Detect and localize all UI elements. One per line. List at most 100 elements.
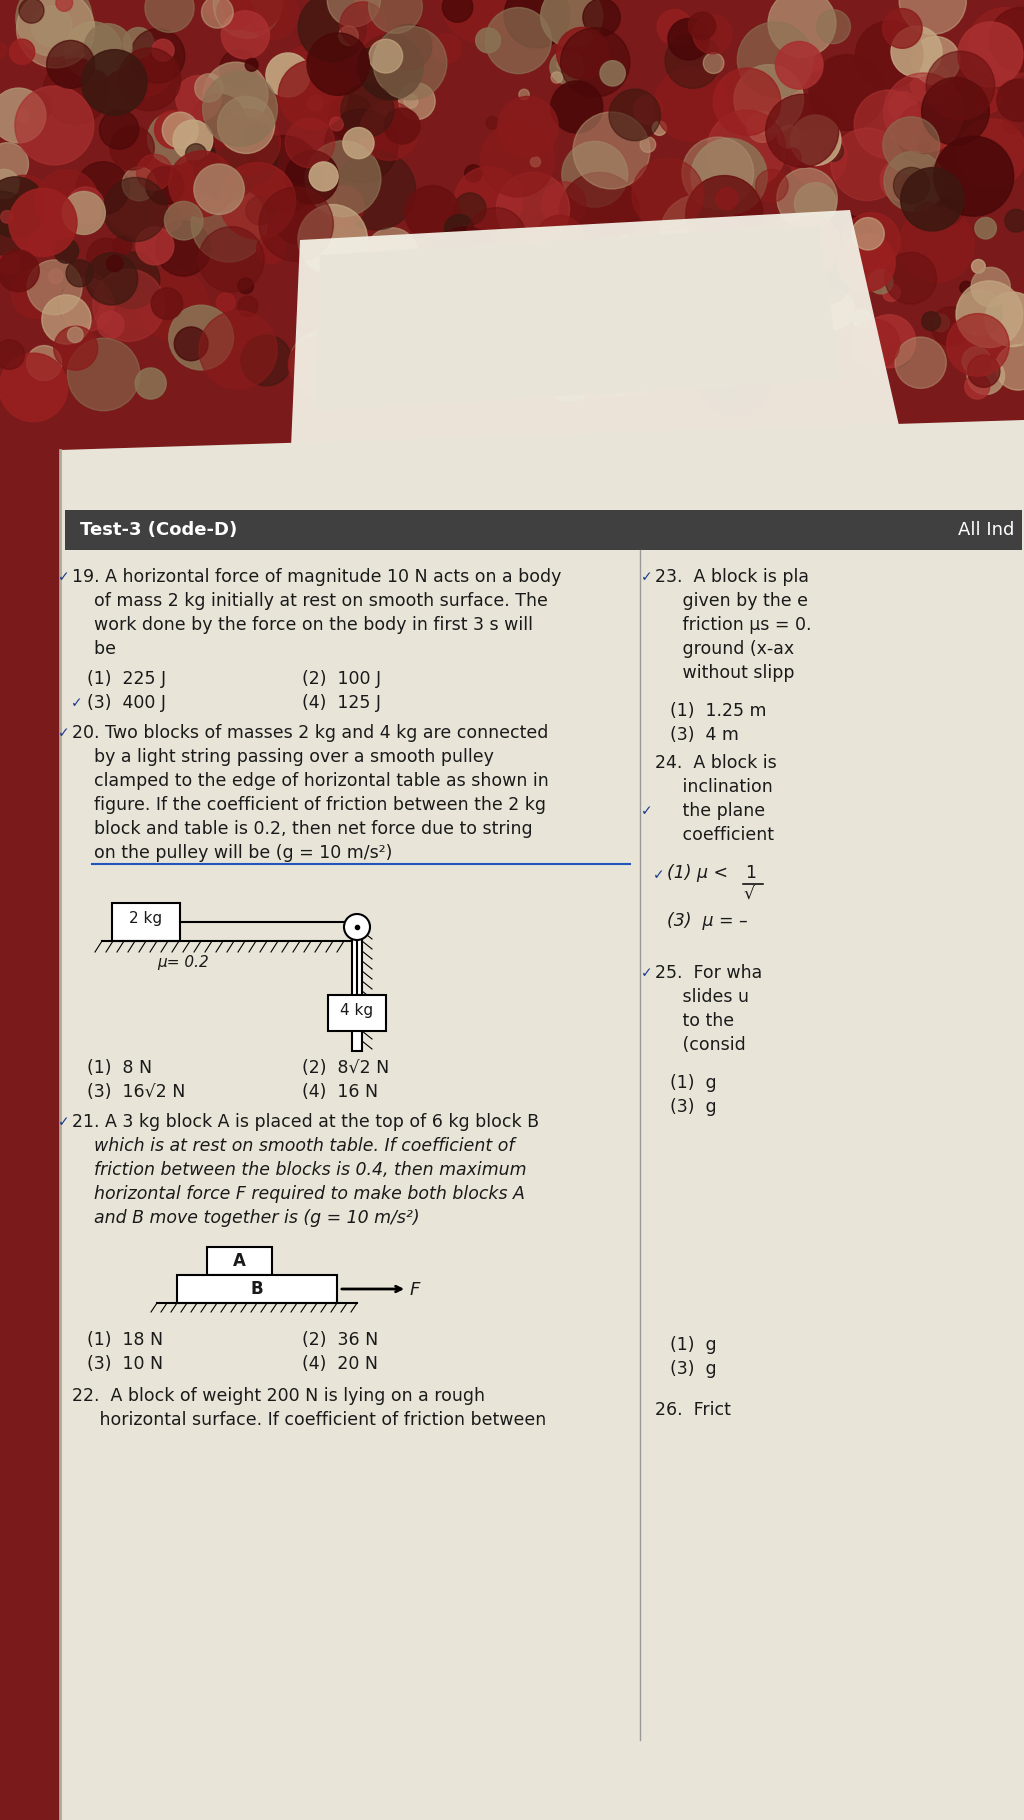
Circle shape [357,35,423,100]
Circle shape [366,228,418,280]
Circle shape [498,96,558,157]
Circle shape [217,0,253,29]
Circle shape [195,75,223,102]
Circle shape [42,295,91,344]
Circle shape [246,58,258,71]
Circle shape [969,7,1024,80]
Circle shape [807,295,831,318]
Circle shape [11,269,60,318]
Circle shape [652,122,667,135]
Circle shape [147,113,200,164]
Text: (2)  100 J: (2) 100 J [302,670,381,688]
Circle shape [85,253,138,306]
Circle shape [362,4,375,15]
Text: Test-3 (Code-D): Test-3 (Code-D) [80,521,238,539]
Circle shape [657,9,692,44]
Circle shape [995,18,1011,35]
Circle shape [734,66,804,135]
Circle shape [373,25,446,100]
Text: 20. Two blocks of masses 2 kg and 4 kg are connected: 20. Two blocks of masses 2 kg and 4 kg a… [72,724,549,743]
Circle shape [106,255,123,271]
Circle shape [765,340,807,384]
Circle shape [84,24,132,71]
Circle shape [400,333,430,362]
Circle shape [823,142,844,162]
Circle shape [279,60,347,129]
Bar [112,903,180,941]
Circle shape [330,116,343,131]
Circle shape [53,326,97,369]
Circle shape [191,95,246,147]
Text: (4)  16 N: (4) 16 N [302,1083,378,1101]
Circle shape [686,175,763,253]
Circle shape [681,233,744,297]
Circle shape [268,184,328,244]
Circle shape [989,7,1024,73]
Circle shape [456,278,486,311]
Circle shape [919,142,931,155]
Text: B: B [251,1279,263,1298]
Circle shape [309,162,338,191]
Circle shape [336,375,354,393]
Circle shape [975,87,1001,113]
Circle shape [537,255,556,275]
Circle shape [585,286,660,360]
Circle shape [115,284,130,300]
Circle shape [288,46,327,84]
Circle shape [1004,116,1020,133]
Text: (1)  8 N: (1) 8 N [87,1059,153,1077]
Circle shape [809,56,822,71]
Circle shape [136,228,174,266]
Circle shape [854,91,923,158]
Circle shape [900,167,964,231]
Circle shape [155,111,193,149]
Circle shape [922,78,989,146]
Circle shape [561,329,581,349]
Circle shape [369,331,437,400]
Circle shape [560,27,630,96]
Circle shape [204,104,223,124]
Circle shape [432,35,462,64]
Circle shape [504,0,569,47]
Circle shape [732,289,763,320]
Text: 4 kg: 4 kg [340,1003,374,1017]
Circle shape [339,308,349,317]
Circle shape [883,116,940,173]
Circle shape [884,73,964,153]
Circle shape [68,339,140,411]
Circle shape [891,25,942,76]
Text: (2)  36 N: (2) 36 N [302,1330,378,1349]
Circle shape [783,147,801,166]
Circle shape [70,198,101,229]
Circle shape [748,111,778,142]
Circle shape [1,211,13,224]
Circle shape [886,342,909,366]
Circle shape [416,271,463,318]
Circle shape [0,175,53,235]
Text: ✓: ✓ [58,726,70,741]
Circle shape [246,122,269,147]
Circle shape [777,167,838,229]
Circle shape [444,215,474,244]
Text: (3)  10 N: (3) 10 N [87,1356,163,1372]
Circle shape [956,280,1023,348]
Circle shape [238,278,254,293]
Circle shape [419,253,471,306]
Circle shape [99,109,138,149]
Circle shape [392,348,420,377]
Text: (2)  8√2 N: (2) 8√2 N [302,1059,389,1077]
Circle shape [463,335,494,366]
Circle shape [583,0,621,36]
Circle shape [607,246,680,318]
Circle shape [325,109,398,182]
Text: 1: 1 [745,864,756,883]
Circle shape [853,328,868,342]
Circle shape [660,195,737,271]
Circle shape [608,375,629,397]
Bar [65,510,1022,550]
Circle shape [190,104,239,153]
Circle shape [0,169,19,198]
Circle shape [640,136,655,153]
Circle shape [82,49,147,115]
Text: of mass 2 kg initially at rest on smooth surface. The: of mass 2 kg initially at rest on smooth… [72,592,548,610]
